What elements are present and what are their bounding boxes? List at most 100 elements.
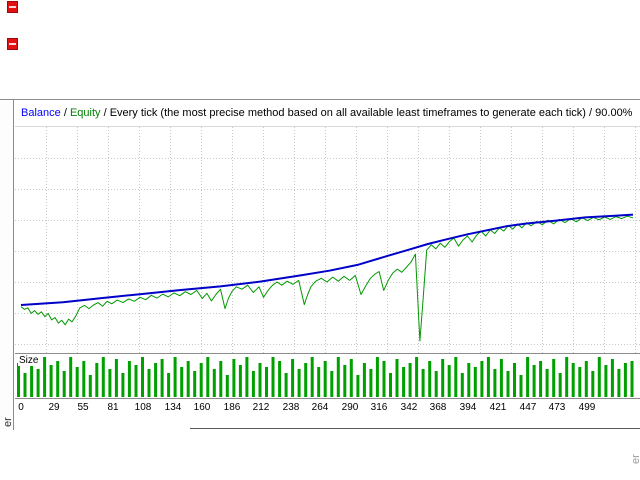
size-bar bbox=[630, 361, 634, 397]
size-bar bbox=[434, 371, 438, 397]
size-bar bbox=[108, 369, 112, 397]
size-bar bbox=[389, 373, 392, 397]
size-bar bbox=[526, 357, 530, 397]
size-bar bbox=[160, 359, 164, 397]
x-tick-label: 316 bbox=[370, 402, 388, 413]
size-panel: Size bbox=[15, 353, 640, 399]
size-bar bbox=[75, 367, 79, 397]
size-bar bbox=[225, 375, 229, 397]
graph-header: Balance / Equity / Every tick (the most … bbox=[15, 100, 640, 127]
size-bar bbox=[506, 371, 510, 397]
x-tick-label: 186 bbox=[223, 402, 241, 413]
size-bar bbox=[265, 367, 268, 397]
balance-equity-canvas bbox=[15, 127, 640, 353]
x-tick-label: 264 bbox=[311, 402, 329, 413]
size-bar bbox=[186, 361, 190, 397]
size-bar bbox=[219, 361, 223, 397]
size-bar bbox=[428, 361, 432, 397]
x-tick-label: 134 bbox=[164, 402, 182, 413]
red-icon-stripe bbox=[9, 43, 16, 45]
size-bar bbox=[441, 359, 445, 397]
separator-text: / bbox=[60, 107, 70, 119]
size-bar bbox=[154, 363, 158, 397]
size-bar bbox=[415, 357, 419, 397]
modelling-quality-value: 90.00% bbox=[595, 107, 633, 119]
equity-legend-label: Equity bbox=[69, 107, 101, 119]
size-bar bbox=[336, 357, 340, 397]
right-vertical-text: er bbox=[630, 454, 640, 464]
equity-line bbox=[20, 215, 634, 342]
size-bar bbox=[454, 357, 458, 397]
size-bar bbox=[421, 369, 425, 397]
size-bar bbox=[291, 359, 295, 397]
x-tick-label: 0 bbox=[18, 402, 24, 413]
size-bar bbox=[571, 363, 575, 397]
size-bar bbox=[467, 363, 471, 397]
size-bar bbox=[597, 357, 601, 397]
size-bar bbox=[402, 367, 406, 397]
size-bar bbox=[623, 363, 627, 397]
x-tick-label: 29 bbox=[48, 402, 60, 413]
size-bar bbox=[114, 359, 118, 397]
size-bar bbox=[232, 359, 236, 397]
red-icon-stripe bbox=[9, 6, 16, 8]
size-bar bbox=[323, 361, 327, 397]
size-bar bbox=[43, 357, 47, 397]
size-bar bbox=[395, 359, 399, 397]
size-bar bbox=[180, 367, 184, 397]
size-bar bbox=[375, 357, 379, 397]
model-method-text: Every tick (the most precise method base… bbox=[109, 107, 586, 119]
x-tick-label: 108 bbox=[134, 402, 152, 413]
size-bar bbox=[545, 369, 549, 397]
size-bar bbox=[578, 367, 582, 397]
separator-text: / bbox=[100, 107, 110, 119]
red-square-icon-top[interactable] bbox=[7, 1, 18, 13]
size-bar bbox=[88, 375, 92, 397]
size-panel-label: Size bbox=[18, 355, 40, 366]
size-bar bbox=[251, 371, 255, 397]
size-bar bbox=[245, 357, 249, 397]
size-bar bbox=[271, 357, 275, 397]
size-bar bbox=[552, 359, 556, 397]
balance-legend-label: Balance bbox=[21, 107, 61, 119]
red-square-icon-bottom[interactable] bbox=[7, 38, 18, 50]
x-tick-label: 81 bbox=[107, 402, 119, 413]
size-bars-canvas bbox=[17, 357, 634, 397]
size-bar bbox=[486, 357, 490, 397]
size-bar bbox=[134, 365, 138, 397]
size-bar bbox=[141, 357, 144, 397]
size-bar bbox=[499, 359, 503, 397]
x-tick-label: 447 bbox=[519, 402, 537, 413]
window-edge-line bbox=[190, 428, 640, 429]
size-bar bbox=[343, 365, 347, 397]
size-bar bbox=[480, 361, 484, 397]
x-axis-labels: 0 29 55 81 108 134 160 186 212 238 264 290 316 342 368… bbox=[15, 402, 640, 415]
size-bar bbox=[460, 373, 464, 397]
size-bar bbox=[95, 363, 99, 397]
size-bar bbox=[56, 361, 60, 397]
size-bar bbox=[447, 365, 451, 397]
size-bar bbox=[539, 361, 543, 397]
size-bar bbox=[317, 367, 321, 397]
size-bar bbox=[193, 371, 197, 397]
x-tick-label: 421 bbox=[489, 402, 507, 413]
size-bar bbox=[565, 357, 569, 397]
panel-top-border bbox=[0, 99, 640, 100]
size-bar bbox=[362, 363, 366, 397]
size-bar bbox=[206, 357, 210, 397]
size-bar bbox=[147, 369, 151, 397]
size-bar bbox=[127, 361, 131, 397]
size-bar bbox=[349, 359, 353, 397]
size-bar bbox=[310, 357, 314, 397]
size-bar bbox=[473, 367, 477, 397]
tester-vertical-tab[interactable] bbox=[0, 100, 14, 430]
size-bar bbox=[408, 363, 412, 397]
x-tick-label: 238 bbox=[282, 402, 300, 413]
size-bar bbox=[82, 361, 86, 397]
size-bar bbox=[604, 365, 608, 397]
size-bar bbox=[121, 373, 125, 397]
size-bar bbox=[558, 373, 562, 397]
size-bar bbox=[23, 373, 27, 397]
size-bar bbox=[62, 371, 66, 397]
